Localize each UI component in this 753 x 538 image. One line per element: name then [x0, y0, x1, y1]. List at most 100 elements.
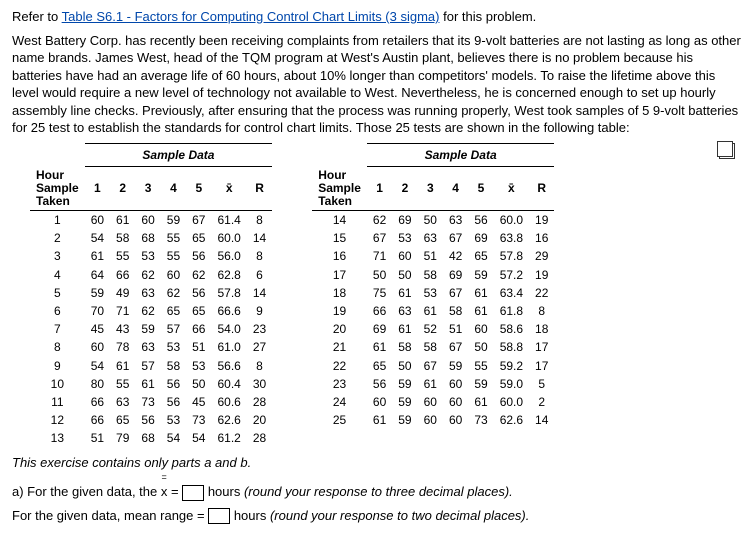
table-cell: 66.6: [211, 302, 246, 320]
table-cell: 4: [30, 266, 85, 284]
table-cell: 27: [247, 338, 272, 356]
table-cell: 28: [247, 393, 272, 411]
table-cell: 60: [85, 338, 110, 356]
table-cell: 54: [161, 429, 186, 447]
table-row: 4646662606262.8617505058695957.219: [30, 266, 554, 284]
table-cell: 56: [161, 375, 186, 393]
table-cell: 50: [186, 375, 211, 393]
table-cell: 10: [30, 375, 85, 393]
group-header-left: Sample Data: [85, 143, 273, 166]
table-cell: 54: [85, 357, 110, 375]
table-cell: 7: [30, 320, 85, 338]
table-cell: 60: [85, 211, 110, 230]
table-cell: 65: [468, 247, 493, 265]
table-cell: 71: [367, 247, 392, 265]
table-cell: 50: [468, 338, 493, 356]
table-cell: 60: [161, 266, 186, 284]
table-cell: 22: [529, 284, 554, 302]
table-cell: [367, 429, 392, 447]
table-cell: 61: [110, 211, 135, 230]
table-cell: 15: [312, 229, 367, 247]
table-cell: 56: [468, 211, 493, 230]
table-cell: 75: [367, 284, 392, 302]
col-4-left: 4: [161, 167, 186, 211]
table-cell: 60: [443, 393, 468, 411]
table-cell: 58: [418, 338, 443, 356]
table-cell: 57.2: [494, 266, 529, 284]
table-cell: 60.0: [494, 211, 529, 230]
table-cell: 19: [529, 266, 554, 284]
question-b: For the given data, mean range = hours (…: [12, 507, 741, 525]
table-cell: [529, 429, 554, 447]
table-cell: 61: [468, 393, 493, 411]
table-cell: 67: [186, 211, 211, 230]
table-cell: 58: [418, 266, 443, 284]
table-cell: 20: [312, 320, 367, 338]
table-row: 3615553555656.0816716051426557.829: [30, 247, 554, 265]
table-cell: 24: [312, 393, 367, 411]
table-cell: 2: [30, 229, 85, 247]
table-cell: 65: [186, 302, 211, 320]
table-cell: [494, 429, 529, 447]
table-cell: 61: [85, 247, 110, 265]
table-cell: 29: [529, 247, 554, 265]
table-cell: 14: [247, 284, 272, 302]
table-cell: 56: [367, 375, 392, 393]
table-cell: 58: [161, 357, 186, 375]
table-cell: 59: [468, 266, 493, 284]
table-cell: 67: [443, 284, 468, 302]
col-3-right: 3: [418, 167, 443, 211]
table-cell: 65: [186, 229, 211, 247]
table-cell: 9: [247, 302, 272, 320]
table-cell: 21: [312, 338, 367, 356]
table-cell: 73: [186, 411, 211, 429]
table-cell: 19: [529, 211, 554, 230]
table-cell: 60: [443, 411, 468, 429]
table-cell: 54.0: [211, 320, 246, 338]
table-cell: 49: [110, 284, 135, 302]
table-cell: 6: [30, 302, 85, 320]
table-cell: 67: [443, 229, 468, 247]
table-cell: 66: [85, 393, 110, 411]
table-cell: 79: [110, 429, 135, 447]
table-cell: 73: [468, 411, 493, 429]
table-cell: 8: [30, 338, 85, 356]
table-cell: 61.8: [494, 302, 529, 320]
table-cell: 65: [161, 302, 186, 320]
answer-input-a[interactable]: [182, 485, 204, 501]
table-cell: 59: [85, 284, 110, 302]
table-cell: 19: [312, 302, 367, 320]
table-cell: 59: [443, 357, 468, 375]
table-cell: 71: [110, 302, 135, 320]
table-cell: 54: [85, 229, 110, 247]
table-cell: 58: [443, 302, 468, 320]
table-cell: 55: [110, 375, 135, 393]
table-cell: 59: [392, 375, 417, 393]
table-cell: 60: [468, 320, 493, 338]
copy-icon[interactable]: [719, 143, 735, 159]
table-cell: 61.4: [211, 211, 246, 230]
answer-input-b[interactable]: [208, 508, 230, 524]
table-s6-1-link[interactable]: Table S6.1 - Factors for Computing Contr…: [62, 9, 440, 24]
col-1-right: 1: [367, 167, 392, 211]
table-cell: 53: [418, 284, 443, 302]
table-cell: 59: [392, 411, 417, 429]
table-cell: 9: [30, 357, 85, 375]
table-cell: 65: [110, 411, 135, 429]
table-cell: 63: [392, 302, 417, 320]
table-cell: 56.0: [211, 247, 246, 265]
table-row: 8607863535161.02721615858675058.817: [30, 338, 554, 356]
table-cell: 28: [247, 429, 272, 447]
problem-paragraph: West Battery Corp. has recently been rec…: [12, 32, 741, 137]
col-5-right: 5: [468, 167, 493, 211]
table-cell: 55: [161, 247, 186, 265]
table-cell: 57.8: [211, 284, 246, 302]
table-row: 7454359576654.02320696152516058.618: [30, 320, 554, 338]
table-cell: 69: [367, 320, 392, 338]
table-cell: 62: [161, 284, 186, 302]
table-cell: [443, 429, 468, 447]
table-cell: 67: [418, 357, 443, 375]
table-cell: 66: [367, 302, 392, 320]
table-cell: 59.0: [494, 375, 529, 393]
table-cell: 20: [247, 411, 272, 429]
